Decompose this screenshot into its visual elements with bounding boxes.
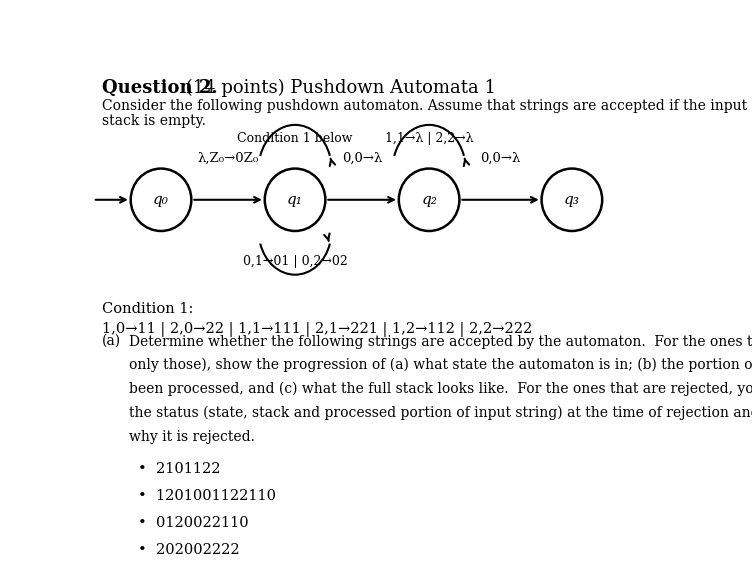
Text: q₀: q₀ [153,193,169,207]
Text: only those), show the progression of (a) what state the automaton is in; (b) the: only those), show the progression of (a)… [129,358,752,372]
Text: 1,1→λ | 2,2→λ: 1,1→λ | 2,2→λ [385,132,473,145]
Text: the status (state, stack and processed portion of input string) at the time of r: the status (state, stack and processed p… [129,406,752,420]
Text: q₃: q₃ [564,193,580,207]
Text: been processed, and (c) what the full stack looks like.  For the ones that are r: been processed, and (c) what the full st… [129,382,752,396]
Text: Condition 1 below: Condition 1 below [238,132,353,145]
Text: 0,0→λ: 0,0→λ [342,152,382,165]
Text: 0,1→01 | 0,2→02: 0,1→01 | 0,2→02 [243,255,347,268]
Text: Condition 1:: Condition 1: [102,302,193,316]
Text: Determine whether the following strings are accepted by the automaton.  For the : Determine whether the following strings … [129,334,752,348]
Text: stack is empty.: stack is empty. [102,114,205,128]
Text: (a): (a) [102,334,121,348]
Text: •  1201001122110: • 1201001122110 [138,489,276,503]
Text: λ,Z₀→0Z₀: λ,Z₀→0Z₀ [198,152,259,165]
Text: 0,0→λ: 0,0→λ [481,152,520,165]
Text: q₂: q₂ [421,193,437,207]
Text: •  0120022110: • 0120022110 [138,516,248,530]
Text: why it is rejected.: why it is rejected. [129,430,255,444]
Text: (14 points) Pushdown Automata 1: (14 points) Pushdown Automata 1 [180,79,496,97]
Text: •  202002222: • 202002222 [138,543,239,557]
Text: q₁: q₁ [287,193,303,207]
Text: •  2101122: • 2101122 [138,462,220,476]
Text: Question 2.: Question 2. [102,79,217,97]
Text: 1,0→11 | 2,0→22 | 1,1→111 | 2,1→221 | 1,2→112 | 2,2→222: 1,0→11 | 2,0→22 | 1,1→111 | 2,1→221 | 1,… [102,323,532,337]
Text: Consider the following pushdown automaton. Assume that strings are accepted if t: Consider the following pushdown automato… [102,99,752,113]
